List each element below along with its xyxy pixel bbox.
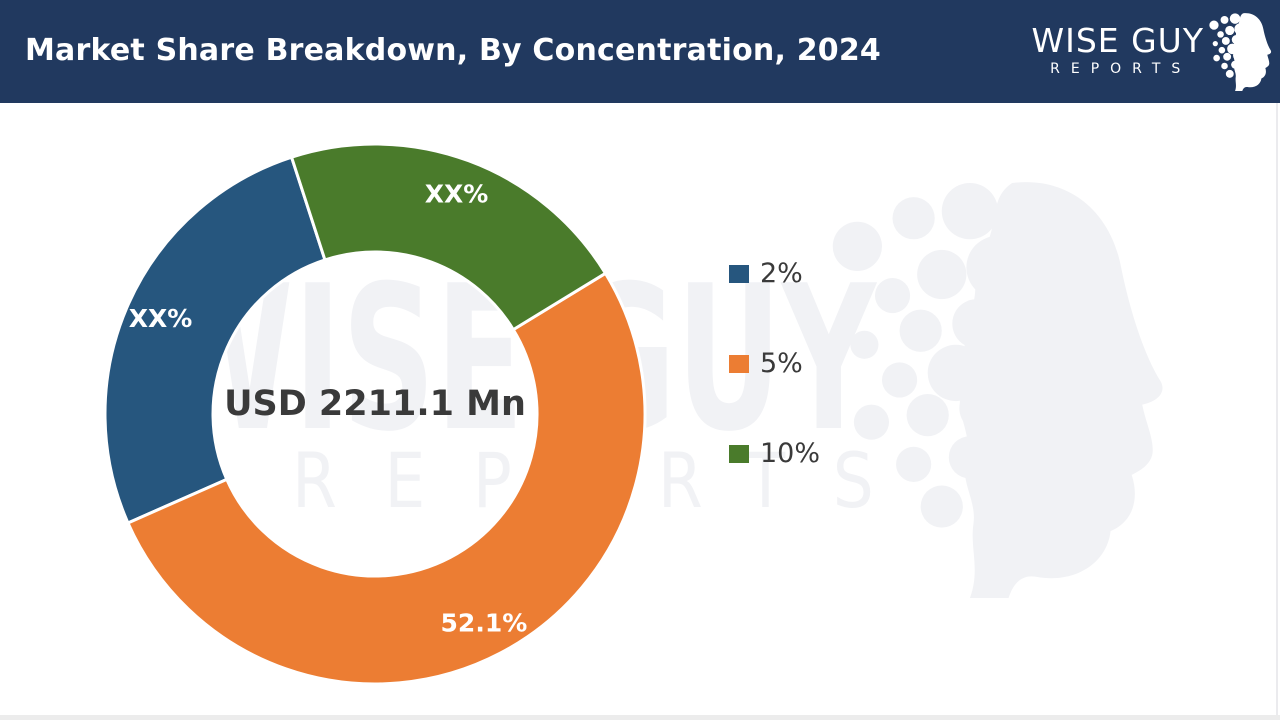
slice-label: 52.1% (441, 608, 528, 637)
legend-item: 10% (729, 436, 820, 472)
wiseguy-logo: WISE GUY REPORTS (1031, 4, 1272, 98)
legend-swatch (729, 445, 749, 463)
wiseguy-face-icon (1206, 12, 1272, 91)
legend-item: 5% (729, 346, 820, 382)
bottom-strip (0, 715, 1280, 720)
logo-subtitle: REPORTS (1050, 61, 1192, 77)
slice-label: XX% (425, 180, 489, 209)
right-edge-line (1276, 103, 1278, 715)
legend-swatch (729, 355, 749, 373)
legend-label: 10% (760, 438, 821, 469)
donut-slice-2pct (103, 155, 327, 525)
donut-slice-5pct (126, 271, 647, 686)
donut-chart: XX% 52.1% XX% (103, 142, 647, 686)
watermark-face-icon (815, 176, 1167, 598)
logo-text: WISE GUY REPORTS (1031, 24, 1204, 78)
legend-label: 2% (760, 258, 803, 289)
logo-wordmark: WISE GUY (1031, 21, 1204, 60)
slice-label: XX% (129, 304, 193, 333)
legend-swatch (729, 265, 749, 283)
donut-slice-10pct (290, 142, 607, 332)
page-title: Market Share Breakdown, By Concentration… (25, 33, 882, 68)
chart-area: WISE GUY REPORTS XX%52.1%XX% USD 2211.1 … (0, 103, 1280, 715)
legend: 2% 5% 10% (729, 256, 820, 526)
header: Market Share Breakdown, By Concentration… (0, 0, 1280, 103)
donut-center-value: USD 2211.1 Mn (224, 384, 526, 424)
legend-label: 5% (760, 348, 803, 379)
legend-item: 2% (729, 256, 820, 292)
